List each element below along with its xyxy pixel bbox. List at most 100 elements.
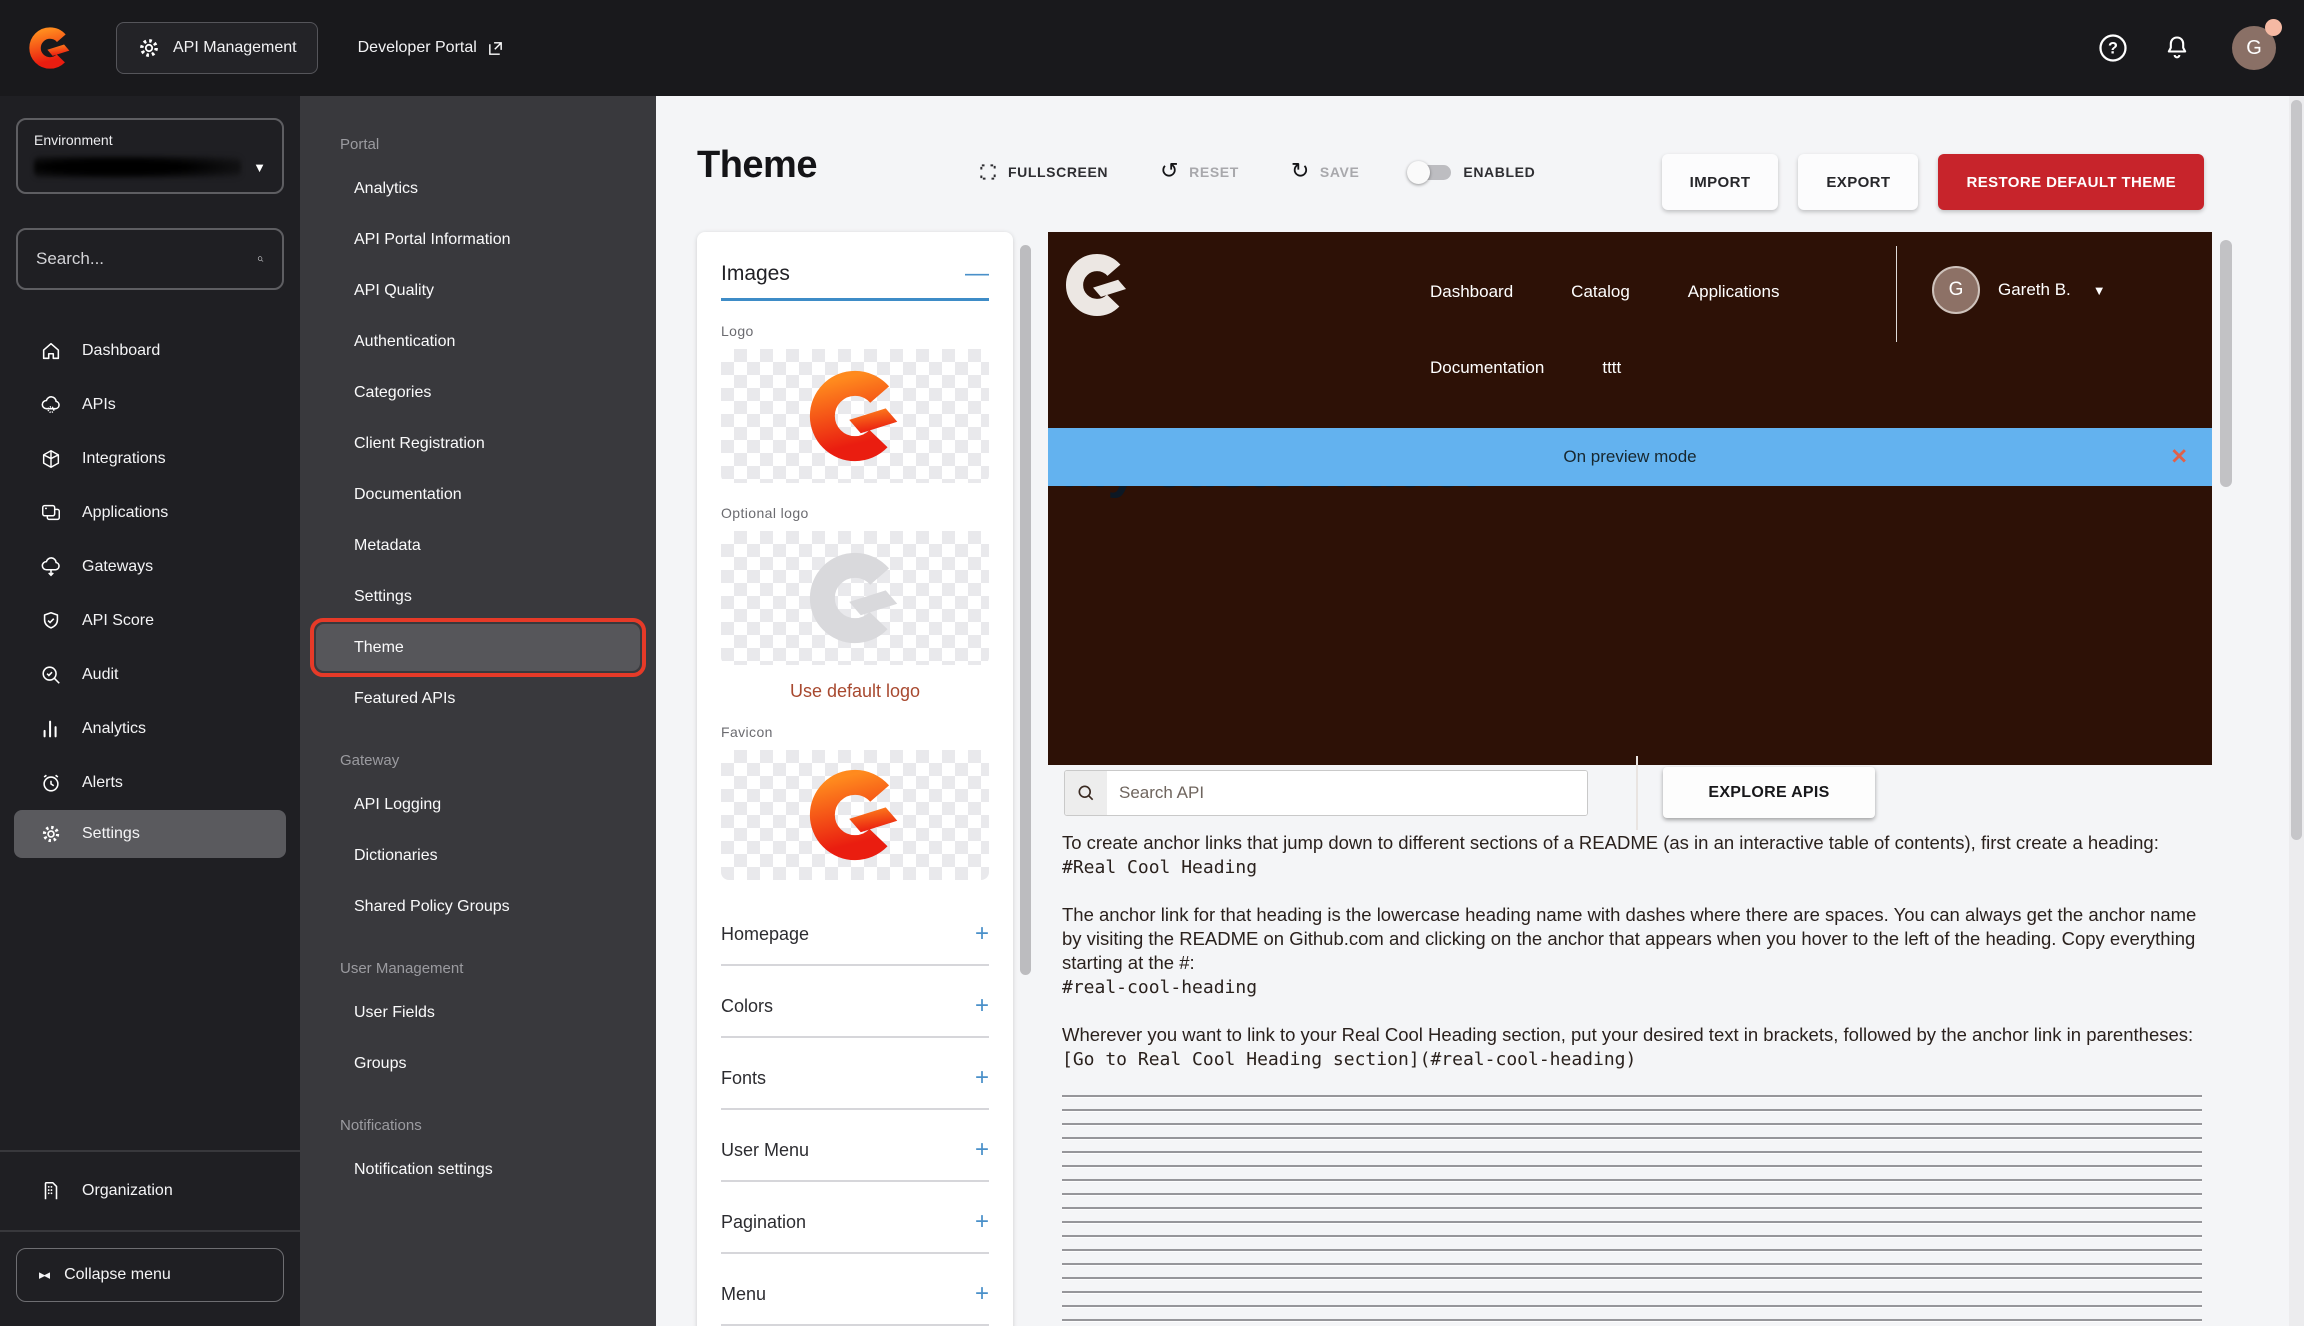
- collapse-menu-label: Collapse menu: [64, 1266, 171, 1283]
- subnav-item-categories[interactable]: Categories: [354, 383, 432, 401]
- restore-default-theme-button[interactable]: RESTORE DEFAULT THEME: [1938, 154, 2204, 210]
- subnav-item-client-registration[interactable]: Client Registration: [354, 434, 485, 452]
- optional-logo-upload-card[interactable]: [721, 531, 989, 665]
- sidebar-item-dashboard[interactable]: Dashboard: [0, 324, 300, 378]
- subnav-item-api-quality[interactable]: API Quality: [354, 281, 435, 299]
- import-button[interactable]: IMPORT: [1661, 154, 1779, 210]
- environment-select[interactable]: Environment ▼: [16, 118, 284, 194]
- subnav-item-user-fields[interactable]: User Fields: [354, 1003, 435, 1021]
- sidebar-item-settings[interactable]: Settings: [14, 810, 286, 858]
- sidebar-item-api-score[interactable]: API Score: [0, 594, 300, 648]
- gear-icon: [140, 39, 158, 57]
- collapse-section-icon[interactable]: —: [965, 260, 989, 287]
- cloud-icon: [41, 557, 60, 577]
- preview-scrollbar[interactable]: [2220, 240, 2232, 487]
- sidebar-item-label: Audit: [82, 666, 119, 683]
- sidebar-item-label: APIs: [82, 396, 116, 413]
- gravitee-favicon-preview: [809, 769, 901, 861]
- subnav-item-api-portal-information[interactable]: API Portal Information: [354, 230, 511, 248]
- sidebar-item-alerts[interactable]: Alerts: [0, 756, 300, 810]
- developer-portal-link[interactable]: Developer Portal: [358, 39, 504, 57]
- gravitee-logo-placeholder: [809, 552, 901, 644]
- subnav-item-shared-policy-groups[interactable]: Shared Policy Groups: [354, 897, 510, 915]
- fullscreen-button[interactable]: FULLSCREEN: [978, 162, 1108, 182]
- alarm-icon: [43, 774, 59, 792]
- subnav-item-notification-settings[interactable]: Notification settings: [354, 1160, 493, 1178]
- app-switcher-label: API Management: [173, 39, 297, 56]
- subnav-item-api-logging[interactable]: API Logging: [354, 795, 442, 813]
- external-link-icon: [488, 41, 502, 55]
- subnav-section-gateway: Gateway: [340, 752, 400, 769]
- subnav-item-featured-apis[interactable]: Featured APIs: [354, 689, 456, 707]
- theme-settings-panel: Images — Logo Optional logo Use default …: [697, 232, 1013, 1326]
- sidebar-item-audit[interactable]: Audit: [0, 648, 300, 702]
- readme-code: #Real Cool Heading: [1062, 857, 1258, 878]
- explore-apis-button[interactable]: EXPLORE APIS: [1663, 767, 1875, 818]
- accordion-homepage[interactable]: Homepage +: [721, 894, 989, 966]
- save-button[interactable]: ↻ SAVE: [1291, 161, 1360, 183]
- divider: [1896, 246, 1897, 342]
- sidebar-item-analytics[interactable]: Analytics: [0, 702, 300, 756]
- accordion-menu[interactable]: Menu +: [721, 1254, 989, 1326]
- header-buttons: IMPORT EXPORT RESTORE DEFAULT THEME: [1661, 154, 2204, 210]
- preview-nav-dashboard[interactable]: Dashboard: [1430, 282, 1514, 301]
- sidebar-item-label: API Score: [82, 612, 155, 629]
- subnav-item-authentication[interactable]: Authentication: [354, 332, 456, 350]
- notifications-button[interactable]: [2162, 33, 2192, 63]
- sidebar-item-gateways[interactable]: Gateways: [0, 540, 300, 594]
- toggle-knob[interactable]: [1407, 160, 1431, 184]
- use-default-logo-link[interactable]: Use default logo: [789, 681, 921, 701]
- accordion-fonts[interactable]: Fonts +: [721, 1038, 989, 1110]
- panel-scrollbar[interactable]: [1020, 245, 1031, 975]
- accordion-label: User Menu: [721, 1139, 810, 1160]
- preview-nav-documentation[interactable]: Documentation: [1430, 358, 1545, 377]
- subnav-item-theme[interactable]: Theme: [316, 624, 640, 671]
- sidebar-item-integrations[interactable]: Integrations: [0, 432, 300, 486]
- preview-search: [1064, 770, 1588, 816]
- subnav-item-settings[interactable]: Settings: [354, 587, 412, 605]
- avatar-status-badge: [2265, 19, 2282, 36]
- collapse-menu-button[interactable]: ▸◂ Collapse menu: [16, 1248, 284, 1302]
- subnav-item-metadata[interactable]: Metadata: [354, 536, 421, 554]
- sidebar-item-label: Settings: [82, 825, 140, 842]
- subnav-item-groups[interactable]: Groups: [354, 1054, 407, 1072]
- section-underline: [721, 298, 989, 301]
- page-scrollbar-track[interactable]: [2289, 96, 2304, 1326]
- subnav-item-dictionaries[interactable]: Dictionaries: [354, 846, 438, 864]
- preview-nav-tttt[interactable]: tttt: [1602, 358, 1622, 377]
- preview-nav-catalog[interactable]: Catalog: [1571, 282, 1630, 301]
- windows-icon: [42, 504, 60, 521]
- toggle-track[interactable]: [1407, 160, 1452, 184]
- sidebar-item-organization[interactable]: Organization: [0, 1152, 300, 1230]
- favicon-upload-card[interactable]: [721, 750, 989, 880]
- accordion-pagination[interactable]: Pagination +: [721, 1182, 989, 1254]
- developer-portal-label: Developer Portal: [357, 39, 477, 56]
- help-button[interactable]: ?: [2098, 33, 2128, 63]
- preview-user-menu[interactable]: G Gareth B. ▼: [1932, 266, 2106, 314]
- preview-nav-row1: Dashboard Catalog Applications: [1430, 282, 1779, 302]
- user-menu-button[interactable]: G: [2232, 19, 2282, 70]
- accordion-user-menu[interactable]: User Menu +: [721, 1110, 989, 1182]
- sidebar-item-label: Organization: [82, 1182, 173, 1199]
- accordion-colors[interactable]: Colors +: [721, 966, 989, 1038]
- app-switcher-button[interactable]: API Management: [116, 22, 318, 74]
- close-icon[interactable]: ✕: [2170, 445, 2188, 469]
- preview-nav-applications[interactable]: Applications: [1687, 282, 1780, 301]
- sidebar-search[interactable]: [16, 228, 284, 290]
- logo-upload-card[interactable]: [721, 349, 989, 483]
- environment-value-redacted: [34, 156, 242, 178]
- enabled-toggle[interactable]: ENABLED: [1407, 160, 1535, 184]
- page-scrollbar-thumb[interactable]: [2291, 100, 2302, 840]
- preview-search-input[interactable]: [1107, 771, 1587, 815]
- sidebar-item-apis[interactable]: APIs: [0, 378, 300, 432]
- subnav-item-documentation[interactable]: Documentation: [354, 485, 462, 503]
- reset-button[interactable]: ↺ RESET: [1160, 161, 1239, 183]
- subnav-item-analytics[interactable]: Analytics: [354, 179, 419, 197]
- sidebar-search-input[interactable]: [36, 249, 257, 269]
- preview-hero: Dashboard Catalog Applications Documenta…: [1048, 232, 2212, 830]
- export-button[interactable]: EXPORT: [1798, 154, 1919, 210]
- cloud-gear-icon: [41, 396, 60, 414]
- expand-plus-icon: +: [974, 1136, 989, 1163]
- sidebar-item-applications[interactable]: Applications: [0, 486, 300, 540]
- gravitee-logo-icon: [29, 27, 71, 69]
